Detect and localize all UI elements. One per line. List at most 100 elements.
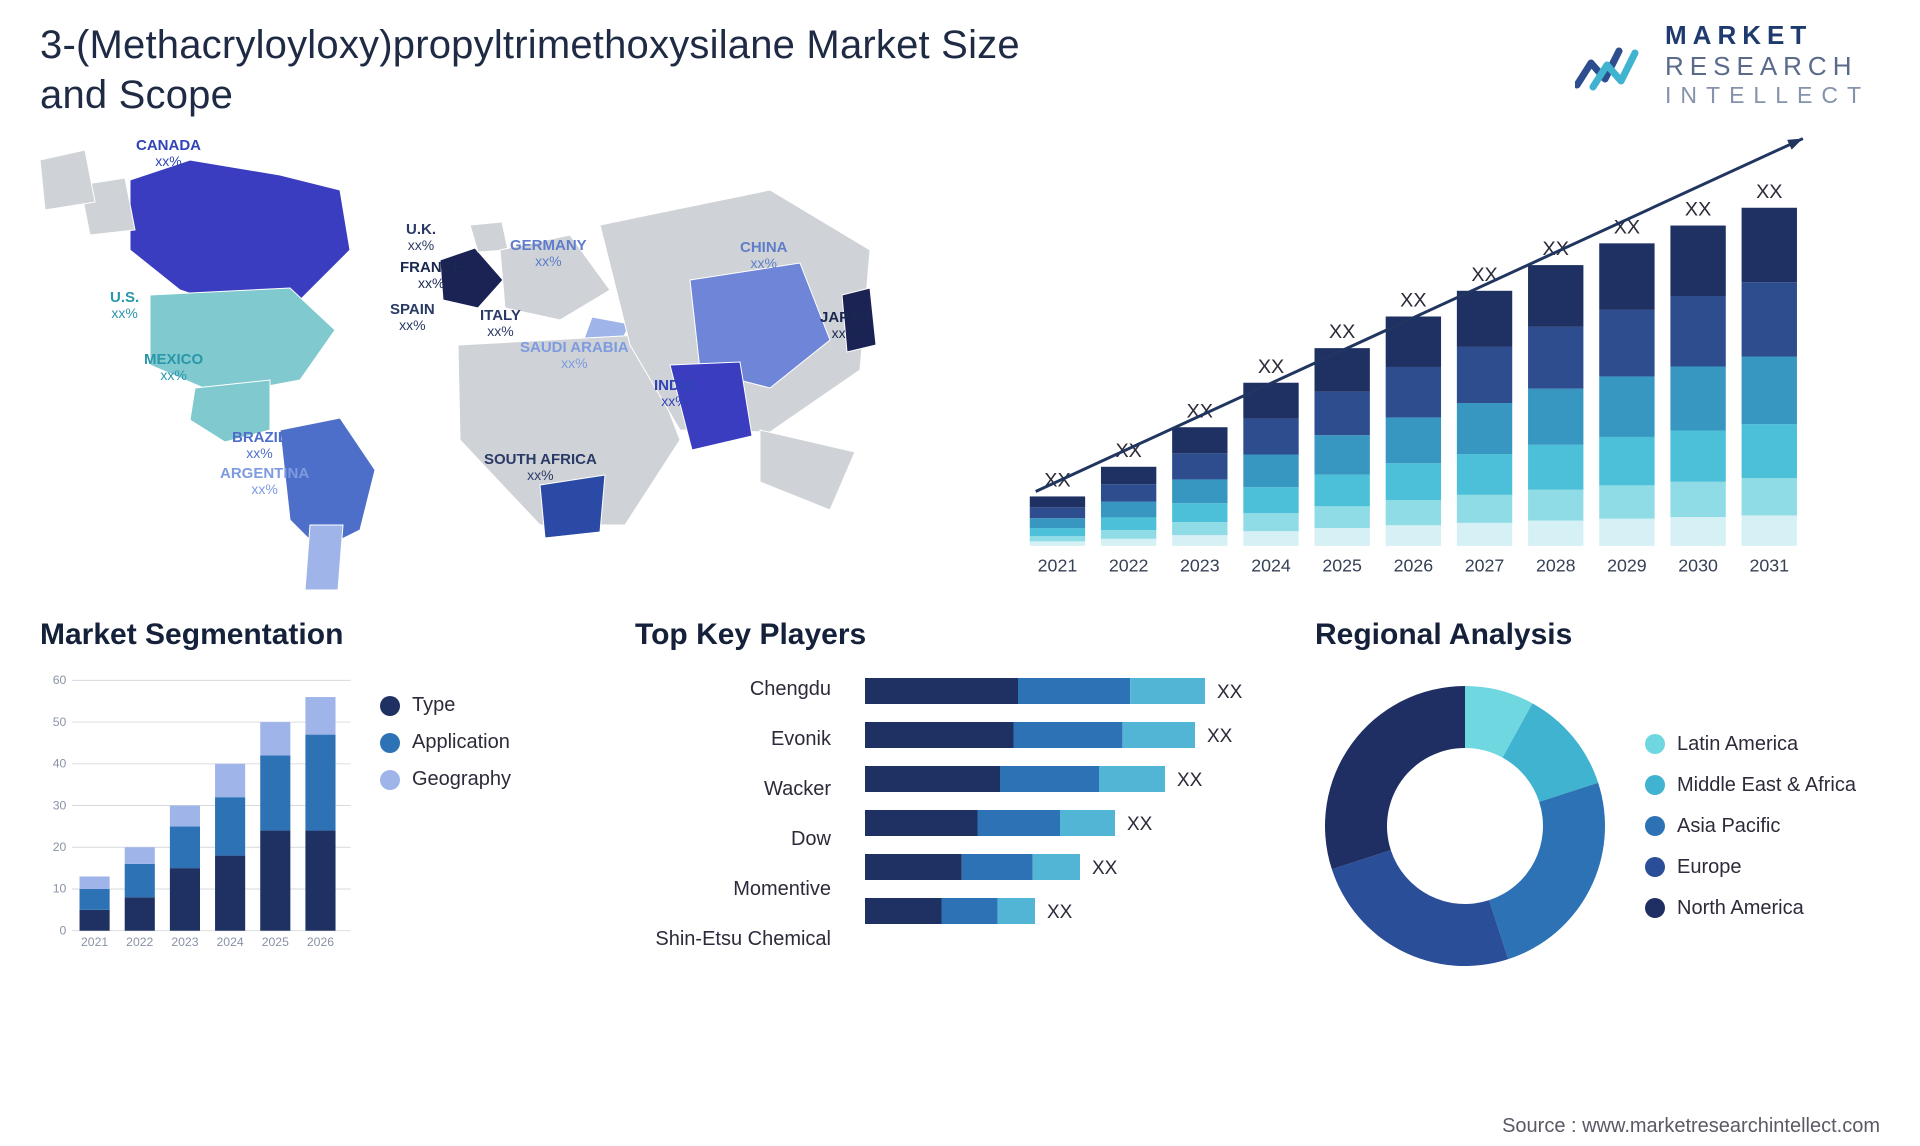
legend-dot-icon bbox=[1645, 898, 1665, 918]
map-label: U.S.xx% bbox=[110, 290, 139, 320]
svg-text:2028: 2028 bbox=[1536, 556, 1576, 576]
players-label-list: Chengdu Evonik Wacker Dow Momentive Shin-Etsu… bbox=[635, 664, 845, 964]
svg-text:0: 0 bbox=[60, 923, 67, 937]
legend-label: Latin America bbox=[1677, 733, 1798, 756]
source-label: Source : www.marketresearchintellect.com bbox=[1502, 1115, 1880, 1138]
map-label: SAUDI ARABIAxx% bbox=[520, 340, 629, 370]
brand-logo-line3: INTELLECT bbox=[1665, 82, 1870, 109]
svg-text:2031: 2031 bbox=[1749, 556, 1789, 576]
legend-label: North America bbox=[1677, 897, 1804, 920]
segmentation-panel: Market Segmentation 0 10 20 30 40 50 60 2021 202… bbox=[40, 618, 605, 988]
growth-bar-chart-svg: XX2021XX2022XX2023XX2024XX2025XX2026XX20… bbox=[1010, 130, 1880, 590]
svg-text:50: 50 bbox=[53, 715, 67, 729]
svg-text:XX: XX bbox=[1471, 264, 1497, 286]
svg-text:XX: XX bbox=[1177, 770, 1203, 791]
svg-text:20: 20 bbox=[53, 840, 67, 854]
legend-dot-icon bbox=[380, 770, 400, 790]
legend-item: Latin America bbox=[1645, 733, 1856, 756]
svg-text:2025: 2025 bbox=[262, 935, 289, 949]
svg-text:XX: XX bbox=[1217, 682, 1243, 703]
map-label: U.K.xx% bbox=[406, 222, 436, 252]
svg-text:2030: 2030 bbox=[1678, 556, 1718, 576]
svg-text:2021: 2021 bbox=[81, 935, 108, 949]
brand-logo-line1: MARKET bbox=[1665, 20, 1870, 51]
legend-dot-icon bbox=[1645, 857, 1665, 877]
legend-label: Asia Pacific bbox=[1677, 815, 1780, 838]
legend-label: Europe bbox=[1677, 856, 1742, 879]
svg-text:2022: 2022 bbox=[1109, 556, 1149, 576]
map-label: MEXICOxx% bbox=[144, 352, 203, 382]
svg-text:2025: 2025 bbox=[1322, 556, 1362, 576]
player-label: Wacker bbox=[635, 778, 831, 801]
players-title: Top Key Players bbox=[635, 618, 1285, 652]
growth-bar-chart: XX2021XX2022XX2023XX2024XX2025XX2026XX20… bbox=[1010, 130, 1880, 590]
legend-item: Geography bbox=[380, 768, 511, 791]
player-label: Chengdu bbox=[635, 678, 831, 701]
segmentation-chart: 0 10 20 30 40 50 60 2021 2022 2023 2024 2025 2026 bbox=[40, 664, 360, 964]
page-title: 3-(Methacryloyloxy)propyltrimethoxysilan… bbox=[40, 20, 1040, 120]
segmentation-legend: Type Application Geography bbox=[380, 664, 511, 988]
svg-text:XX: XX bbox=[1127, 814, 1153, 835]
svg-text:2023: 2023 bbox=[171, 935, 198, 949]
map-label: BRAZILxx% bbox=[232, 430, 287, 460]
brand-logo-icon bbox=[1575, 35, 1649, 95]
svg-text:2023: 2023 bbox=[1180, 556, 1220, 576]
player-label: Evonik bbox=[635, 728, 831, 751]
svg-text:2024: 2024 bbox=[217, 935, 244, 949]
legend-dot-icon bbox=[380, 733, 400, 753]
svg-text:10: 10 bbox=[53, 882, 67, 896]
svg-text:XX: XX bbox=[1685, 199, 1711, 221]
map-label: GERMANYxx% bbox=[510, 238, 587, 268]
legend-item: North America bbox=[1645, 897, 1856, 920]
legend-dot-icon bbox=[1645, 734, 1665, 754]
svg-text:XX: XX bbox=[1207, 726, 1233, 747]
svg-text:30: 30 bbox=[53, 798, 67, 812]
svg-text:2027: 2027 bbox=[1465, 556, 1505, 576]
player-label: Dow bbox=[635, 828, 831, 851]
map-label: ITALYxx% bbox=[480, 308, 521, 338]
legend-dot-icon bbox=[380, 696, 400, 716]
svg-text:2026: 2026 bbox=[1394, 556, 1434, 576]
legend-label: Application bbox=[412, 731, 510, 754]
player-label: Shin-Etsu Chemical bbox=[635, 928, 831, 951]
legend-item: Middle East & Africa bbox=[1645, 774, 1856, 797]
svg-text:XX: XX bbox=[1329, 321, 1355, 343]
svg-text:2024: 2024 bbox=[1251, 556, 1291, 576]
legend-item: Asia Pacific bbox=[1645, 815, 1856, 838]
map-label: SOUTH AFRICAxx% bbox=[484, 452, 597, 482]
map-label: INDIAxx% bbox=[654, 378, 695, 408]
brand-logo: MARKET RESEARCH INTELLECT bbox=[1575, 20, 1880, 109]
player-label: Momentive bbox=[635, 878, 831, 901]
segmentation-title: Market Segmentation bbox=[40, 618, 605, 652]
map-label: CANADAxx% bbox=[136, 138, 201, 168]
svg-text:60: 60 bbox=[53, 673, 67, 687]
regional-donut-chart bbox=[1315, 676, 1615, 976]
map-label: FRANCExx% bbox=[400, 260, 463, 290]
svg-text:2029: 2029 bbox=[1607, 556, 1647, 576]
svg-text:XX: XX bbox=[1092, 858, 1118, 879]
regional-legend: Latin America Middle East & Africa Asia Pa… bbox=[1645, 733, 1856, 920]
svg-text:XX: XX bbox=[1756, 181, 1782, 203]
map-label: ARGENTINAxx% bbox=[220, 466, 309, 496]
legend-label: Middle East & Africa bbox=[1677, 774, 1856, 797]
legend-item: Application bbox=[380, 731, 511, 754]
players-chart: XX XX XX XX XX XX bbox=[865, 664, 1285, 964]
legend-dot-icon bbox=[1645, 775, 1665, 795]
legend-item: Type bbox=[380, 694, 511, 717]
map-label: CHINAxx% bbox=[740, 240, 788, 270]
svg-text:2022: 2022 bbox=[126, 935, 153, 949]
map-label: SPAINxx% bbox=[390, 302, 435, 332]
legend-item: Europe bbox=[1645, 856, 1856, 879]
svg-text:2026: 2026 bbox=[307, 935, 334, 949]
svg-text:2021: 2021 bbox=[1038, 556, 1078, 576]
svg-text:40: 40 bbox=[53, 757, 67, 771]
map-label: JAPANxx% bbox=[820, 310, 870, 340]
regional-title: Regional Analysis bbox=[1315, 618, 1880, 652]
brand-logo-line2: RESEARCH bbox=[1665, 51, 1870, 82]
svg-text:XX: XX bbox=[1400, 290, 1426, 312]
legend-dot-icon bbox=[1645, 816, 1665, 836]
legend-label: Geography bbox=[412, 768, 511, 791]
svg-text:XX: XX bbox=[1047, 902, 1073, 923]
svg-text:XX: XX bbox=[1258, 356, 1284, 378]
players-panel: Top Key Players Chengdu Evonik Wacker Dow Mo… bbox=[635, 618, 1285, 988]
